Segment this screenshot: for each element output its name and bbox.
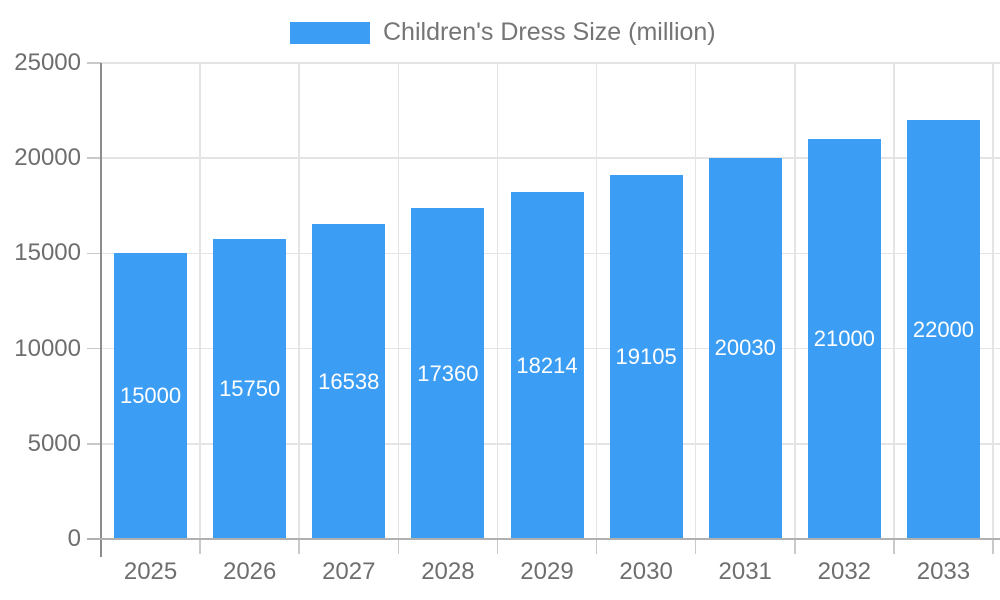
bar-value-label: 19105 bbox=[615, 344, 677, 370]
legend-swatch[interactable] bbox=[290, 21, 370, 44]
y-axis-label: 20000 bbox=[14, 144, 81, 172]
x-axis-label: 2025 bbox=[123, 558, 178, 585]
h-gridline bbox=[101, 157, 1000, 159]
y-tick bbox=[87, 252, 101, 255]
bar bbox=[510, 192, 584, 539]
v-gridline bbox=[397, 63, 400, 539]
legend-label[interactable]: Children's Dress Size (million) bbox=[383, 18, 716, 46]
x-tick bbox=[595, 539, 598, 554]
x-axis-label: 2026 bbox=[222, 558, 277, 585]
bar-value-label: 18214 bbox=[516, 352, 578, 378]
y-axis-line bbox=[100, 63, 102, 557]
y-axis-label: 25000 bbox=[14, 49, 81, 76]
x-axis-label: 2033 bbox=[916, 558, 971, 585]
bar bbox=[312, 224, 386, 539]
v-gridline bbox=[992, 63, 994, 539]
x-tick bbox=[794, 539, 796, 554]
bar-value-label: 17360 bbox=[417, 360, 479, 386]
x-axis-label: 2028 bbox=[421, 558, 475, 585]
y-axis-label: 0 bbox=[67, 525, 81, 552]
bar-value-label: 15750 bbox=[219, 376, 281, 402]
x-axis-label: 2030 bbox=[619, 558, 673, 585]
bar bbox=[411, 208, 485, 539]
y-axis-label: 10000 bbox=[14, 334, 81, 362]
y-axis-label: 5000 bbox=[27, 429, 81, 457]
bar-value-label: 15000 bbox=[119, 383, 182, 409]
x-axis-label: 2029 bbox=[520, 558, 574, 585]
x-axis-label: 2031 bbox=[718, 558, 772, 585]
bar bbox=[609, 175, 683, 539]
x-axis-line bbox=[87, 538, 1000, 540]
x-tick bbox=[298, 539, 300, 554]
x-tick bbox=[397, 539, 400, 554]
v-gridline bbox=[595, 63, 598, 539]
y-tick bbox=[87, 347, 101, 350]
v-gridline bbox=[694, 63, 697, 539]
x-tick bbox=[992, 539, 994, 554]
y-tick bbox=[87, 157, 101, 159]
x-tick bbox=[199, 539, 201, 554]
x-axis-label: 2027 bbox=[322, 558, 376, 585]
bar bbox=[807, 139, 881, 539]
bar bbox=[114, 253, 188, 539]
y-tick bbox=[87, 443, 101, 445]
bar bbox=[906, 120, 980, 539]
bar-value-label: 22000 bbox=[912, 316, 975, 342]
bar bbox=[708, 157, 782, 539]
x-tick bbox=[694, 539, 697, 554]
legend[interactable]: Children's Dress Size (million) bbox=[290, 20, 716, 45]
x-tick bbox=[893, 539, 895, 554]
v-gridline bbox=[199, 63, 201, 539]
v-gridline bbox=[298, 63, 300, 539]
v-gridline bbox=[893, 63, 895, 539]
h-gridline bbox=[101, 62, 1000, 64]
bar-value-label: 20030 bbox=[714, 335, 776, 361]
v-gridline bbox=[496, 63, 499, 539]
bar bbox=[213, 239, 287, 539]
bar-value-label: 16538 bbox=[318, 368, 380, 394]
v-gridline bbox=[794, 63, 796, 539]
x-tick bbox=[496, 539, 499, 554]
bar-value-label: 21000 bbox=[813, 326, 875, 352]
y-tick bbox=[87, 62, 101, 64]
y-axis-label: 15000 bbox=[14, 239, 81, 267]
x-axis-label: 2032 bbox=[817, 558, 872, 585]
